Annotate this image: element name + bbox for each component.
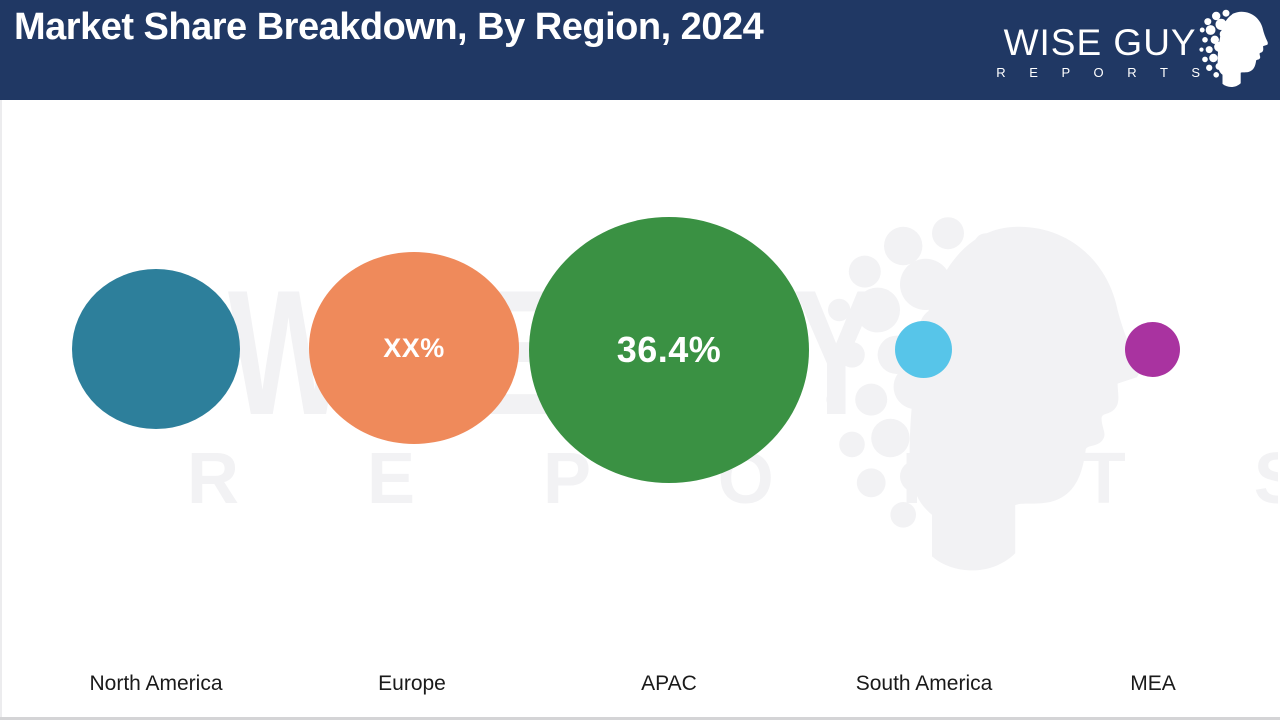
bottom-divider: [0, 717, 1280, 720]
brand-logo: WISE GUY R E P O R T S: [996, 9, 1268, 94]
brand-logo-text: WISE GUY R E P O R T S: [990, 24, 1210, 80]
brand-name: WISE GUY: [1003, 22, 1197, 63]
bubble-value-europe: XX%: [383, 332, 445, 363]
bubble-europe: XX%: [309, 252, 519, 444]
bubble-south-america: [895, 321, 952, 378]
region-label-mea: MEA: [1130, 672, 1176, 695]
watermark-head-icon: [826, 217, 1140, 571]
region-label-apac: APAC: [641, 672, 697, 695]
header: Market Share Breakdown, By Region, 2024 …: [0, 0, 1280, 100]
region-label-south-america: South America: [855, 672, 993, 695]
brand-head-icon: [1199, 9, 1268, 87]
bubble-north-america: [72, 269, 240, 429]
bubble-mea: [1125, 322, 1180, 377]
bubble-value-apac: 36.4%: [616, 329, 722, 370]
brand-tagline: R E P O R T S: [996, 65, 1210, 80]
page-title: Market Share Breakdown, By Region, 2024: [14, 6, 764, 48]
region-label-north-america: North America: [89, 672, 223, 695]
bubble-apac: 36.4%: [529, 217, 809, 483]
chart-area: WISE GUY R E P O R T S XX% 36.4% North A…: [0, 100, 1278, 718]
region-label-europe: Europe: [378, 672, 446, 695]
